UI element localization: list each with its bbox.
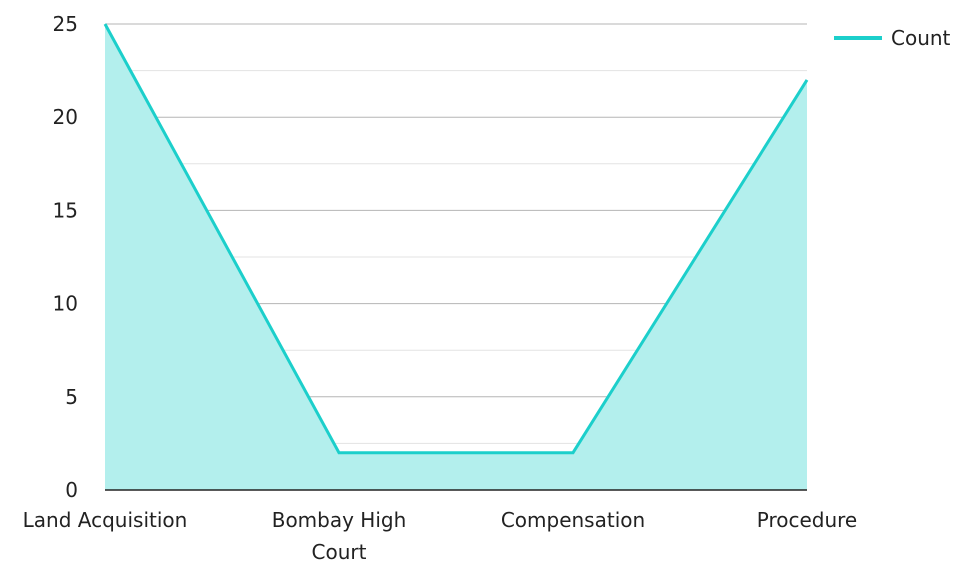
y-tick-label: 25 (53, 12, 78, 36)
x-tick-label: Compensation (501, 508, 645, 532)
series-area-count (105, 24, 807, 490)
series-line-count (103, 23, 809, 455)
x-axis-tick-labels: Land Acquisition Bombay High Court Compensa… (23, 508, 858, 562)
y-tick-label: 5 (65, 385, 78, 409)
y-tick-label: 15 (53, 198, 78, 222)
x-tick-label: Procedure (757, 508, 858, 532)
y-tick-label: 20 (53, 105, 78, 129)
y-axis-tick-labels: 0 5 10 15 20 25 (53, 12, 78, 502)
x-tick-label: Land Acquisition (23, 508, 188, 532)
y-tick-label: 0 (65, 478, 78, 502)
y-tick-label: 10 (53, 292, 78, 316)
x-tick-label: Bombay High Court (272, 508, 407, 562)
legend-label-count: Count (891, 26, 951, 50)
legend: Count (834, 26, 951, 50)
